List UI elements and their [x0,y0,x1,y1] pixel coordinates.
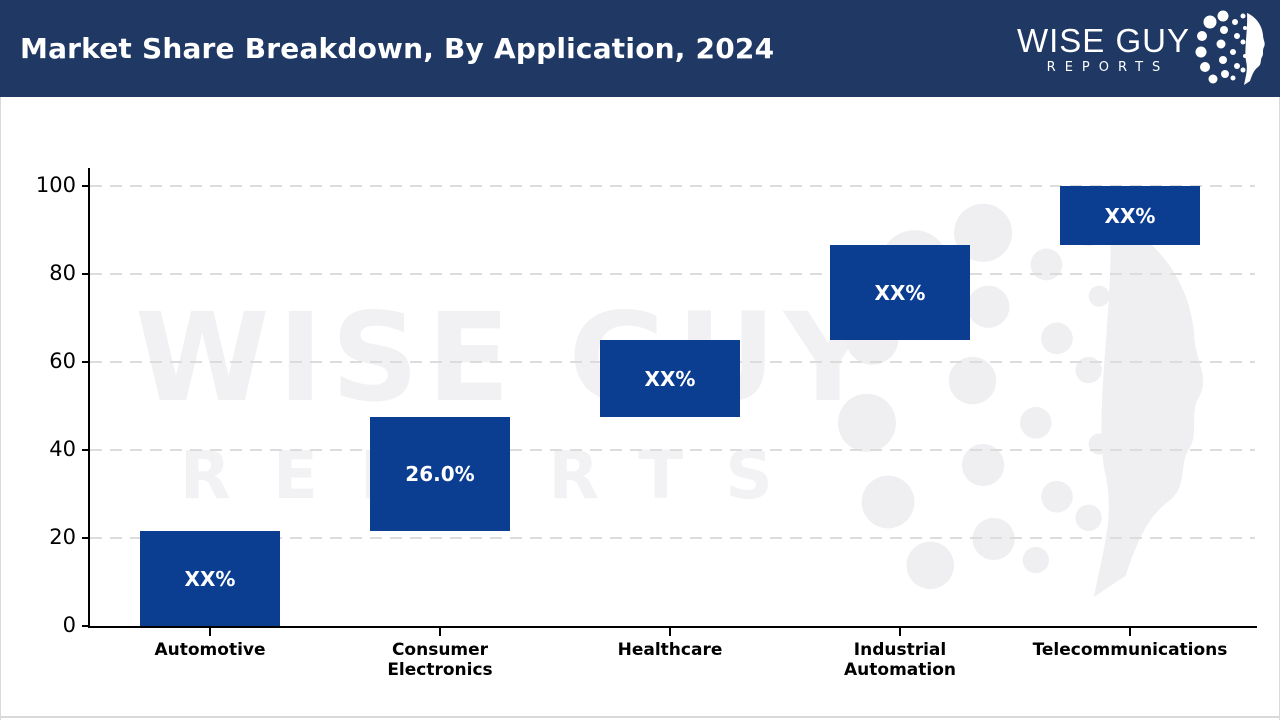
y-axis-tick [82,625,90,627]
x-axis-tick [669,628,671,636]
y-gridline [90,537,1255,539]
x-axis-line [88,626,1257,628]
bar-telecommunications: XX% [1060,186,1200,246]
x-axis-category-label: Industrial Automation [844,640,956,680]
bar-value-label: XX% [1104,203,1156,228]
x-axis-category-label: Telecommunications [1032,640,1228,660]
bar-industrial-automation: XX% [830,245,970,340]
x-axis-tick [209,628,211,636]
y-axis-tick [82,185,90,187]
chart-title: Market Share Breakdown, By Application, … [20,32,775,65]
y-axis-tick-label: 80 [49,261,76,285]
logo-wiseguy-text: WISE GUY [1016,21,1190,59]
bar-consumer-electronics: 26.0% [370,417,510,532]
y-axis-tick-label: 40 [49,437,76,461]
x-axis-category-label: Healthcare [617,640,723,660]
wiseguy-logo: WISE GUY REPORTS [1017,9,1280,89]
left-border [0,97,1,720]
y-gridline [90,185,1255,187]
x-axis-tick [439,628,441,636]
y-axis-tick [82,449,90,451]
bar-value-label: XX% [644,366,696,391]
bottom-border [0,716,1280,718]
bar-value-label: 26.0% [405,462,475,487]
bar-automotive: XX% [140,531,280,626]
bar-healthcare: XX% [600,340,740,417]
y-axis-tick-label: 100 [35,173,76,197]
logo-reports-text: REPORTS [1046,59,1170,75]
y-axis-tick-label: 60 [49,349,76,373]
y-axis-tick [82,361,90,363]
x-axis-tick [899,628,901,636]
y-gridline [90,449,1255,451]
logo-head-icon [1195,10,1265,85]
x-axis-category-label: Automotive [154,640,266,660]
y-axis-tick-label: 0 [62,613,76,637]
x-axis-tick [1129,628,1131,636]
y-axis-tick [82,273,90,275]
y-axis-tick [82,537,90,539]
y-axis-line [88,168,90,628]
y-axis-tick-label: 20 [49,525,76,549]
y-gridline [90,273,1255,275]
bar-value-label: XX% [874,280,926,305]
bar-value-label: XX% [184,566,236,591]
header-bar: Market Share Breakdown, By Application, … [0,0,1280,97]
x-axis-category-label: Consumer Electronics [387,640,493,680]
